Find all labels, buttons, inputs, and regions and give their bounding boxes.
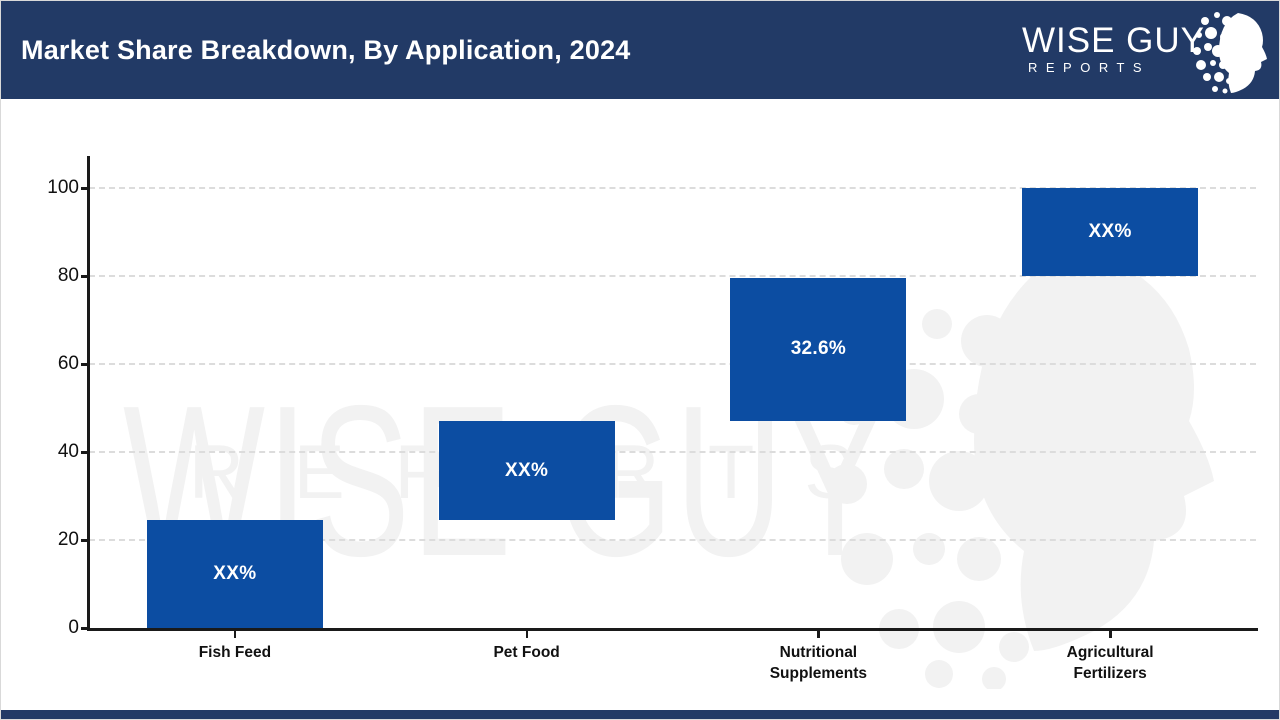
wise-guy-reports-logo: WISE GUY REPORTS: [1004, 5, 1269, 97]
category-label-line: Agricultural: [1066, 644, 1154, 661]
y-tick-label-100: 100: [47, 177, 79, 198]
x-tick-2: [817, 630, 820, 638]
x-tick-0: [233, 630, 237, 638]
y-tick-60: [81, 363, 88, 366]
y-tick-label-60: 60: [57, 353, 79, 374]
y-tick-20: [81, 539, 88, 542]
footer-band: [1, 710, 1279, 719]
category-label-line: Fertilizers: [1073, 665, 1147, 682]
y-gridline-80: [89, 275, 1256, 277]
y-tick-100: [81, 187, 88, 190]
chart-bar-fish-feed: XX%: [146, 520, 323, 628]
header-band: Market Share Breakdown, By Application, …: [1, 1, 1279, 99]
logo-subtitle: REPORTS: [1028, 60, 1151, 75]
x-tick-3: [1109, 630, 1112, 638]
y-gridline-40: [89, 451, 1256, 453]
page-title: Market Share Breakdown, By Application, …: [21, 34, 631, 65]
category-label-2: Nutritional Supplements: [688, 642, 948, 684]
category-label-line: Fish Feed: [198, 644, 272, 661]
category-label-line: Nutritional: [779, 644, 858, 661]
y-tick-label-0: 0: [68, 617, 79, 638]
y-tick-label-40: 40: [57, 441, 79, 462]
category-label-0: Fish Feed: [105, 642, 365, 663]
chart-bar-agricultural-fertilizers: XX%: [1022, 188, 1199, 276]
chart-bar-nutritional-supplements: 32.6%: [730, 277, 907, 422]
category-label-line: Pet Food: [493, 644, 560, 661]
y-tick-40: [81, 451, 88, 454]
bar-value-label: XX%: [1088, 221, 1132, 242]
y-tick-label-20: 20: [57, 529, 79, 550]
category-label-line: Supplements: [769, 665, 868, 682]
y-gridline-20: [89, 539, 1256, 541]
y-tick-80: [81, 275, 88, 278]
bar-value-label: 32.6%: [790, 338, 847, 360]
y-axis-line: [87, 156, 90, 630]
chart-bar-pet-food: XX%: [438, 421, 615, 521]
category-label-3: Agricultural Fertilizers: [980, 642, 1240, 684]
bar-value-label: XX%: [213, 563, 257, 585]
y-gridline-60: [89, 363, 1256, 365]
y-gridline-100: [89, 187, 1256, 189]
x-tick-1: [525, 630, 529, 638]
y-tick-label-80: 80: [57, 265, 79, 286]
logo-wordmark: WISE GUY: [1022, 21, 1206, 60]
logo-face-icon: [1193, 12, 1267, 94]
category-label-1: Pet Food: [397, 642, 657, 663]
x-axis-line: [87, 628, 1258, 631]
logo-text: WISE GUY REPORTS: [1022, 21, 1206, 76]
y-tick-0: [81, 627, 88, 630]
bar-value-label: XX%: [505, 459, 549, 481]
